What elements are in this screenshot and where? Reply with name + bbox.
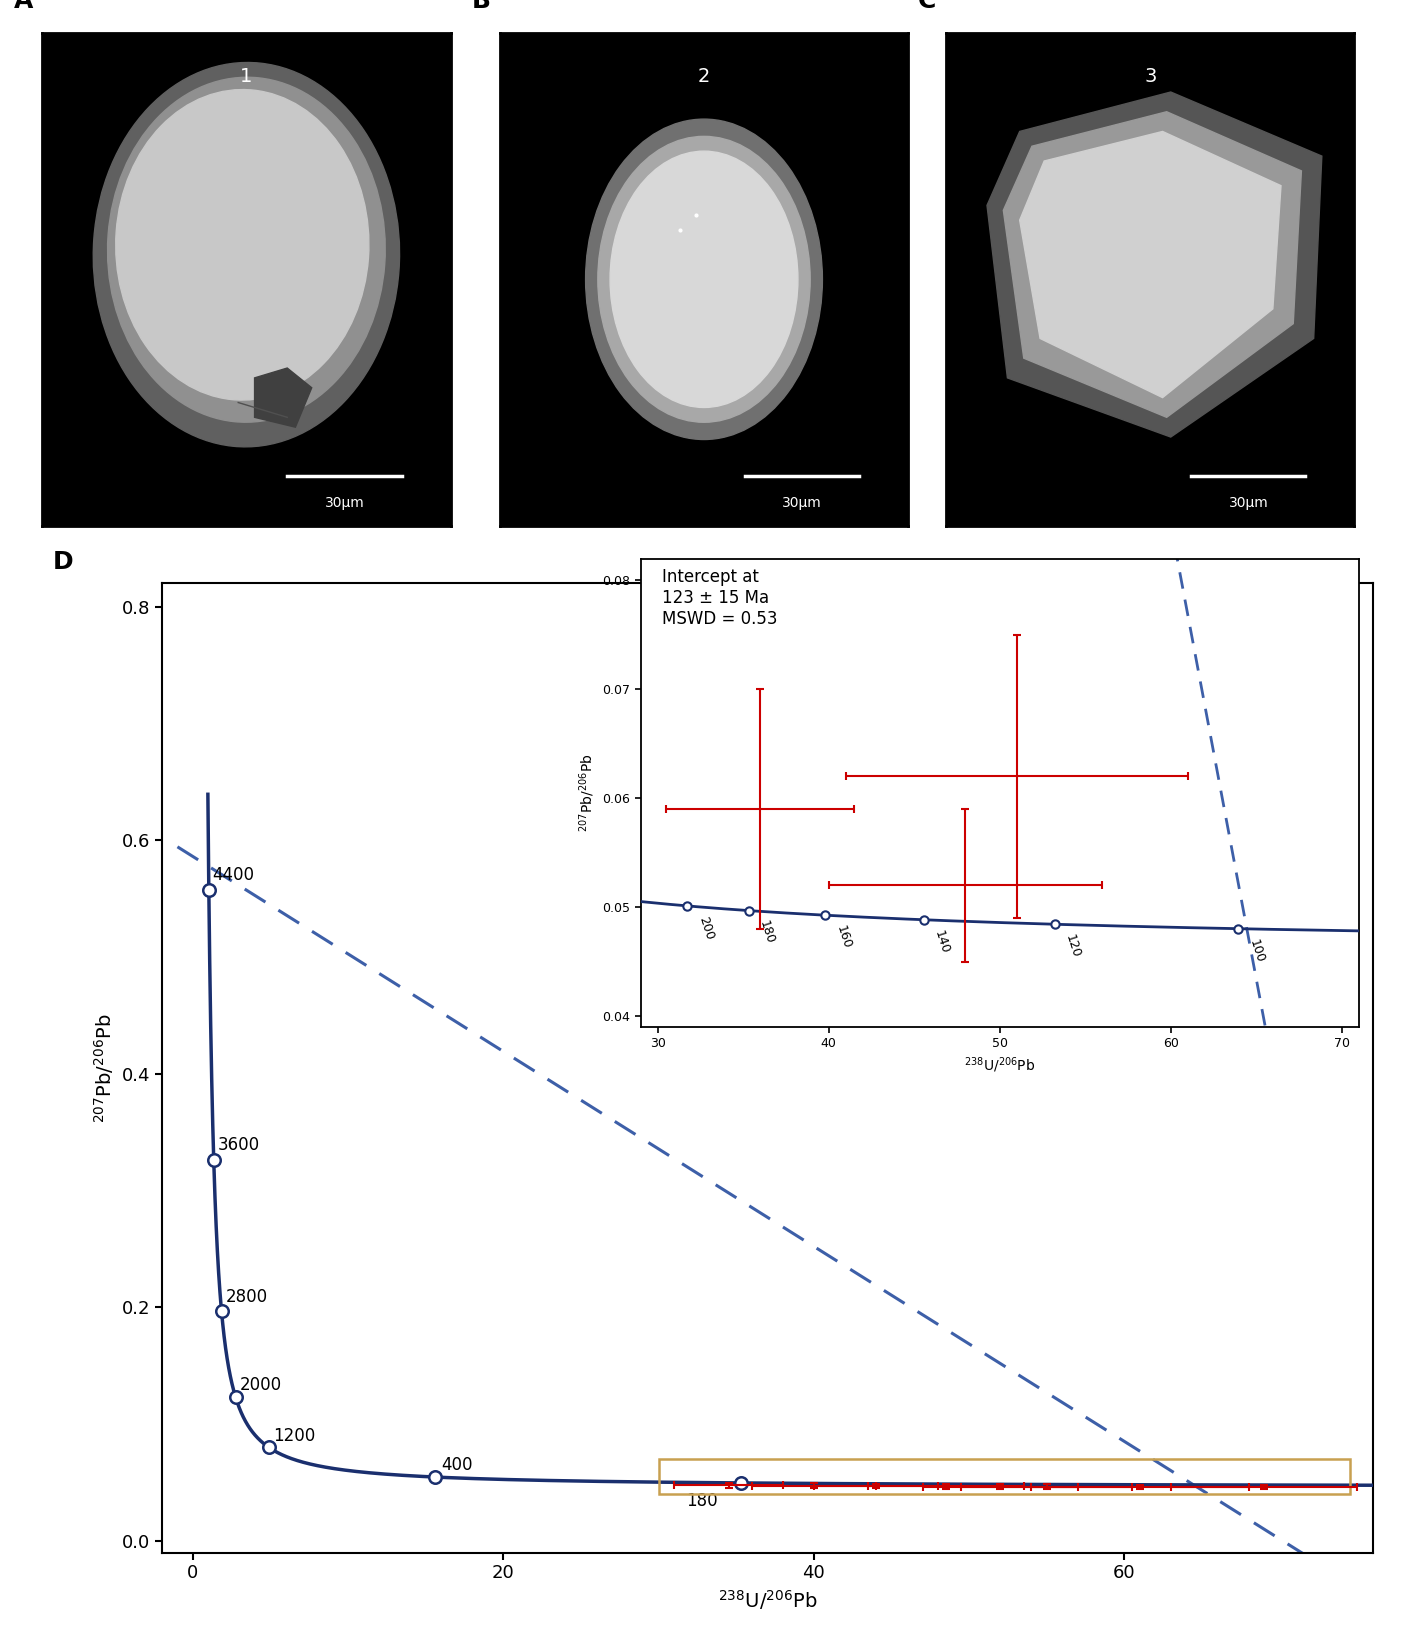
Text: 30μm: 30μm: [1228, 496, 1269, 511]
Text: 180: 180: [686, 1492, 718, 1510]
Text: 30μm: 30μm: [781, 496, 822, 511]
Y-axis label: $^{207}$Pb/$^{206}$Pb: $^{207}$Pb/$^{206}$Pb: [92, 1014, 115, 1122]
Text: D: D: [54, 549, 73, 573]
Text: 160: 160: [834, 923, 853, 951]
Text: 200: 200: [696, 915, 715, 941]
Text: 120: 120: [1063, 933, 1083, 960]
Text: 400: 400: [442, 1456, 473, 1474]
Text: 2800: 2800: [225, 1288, 268, 1306]
Text: 140: 140: [932, 928, 952, 955]
Text: 1200: 1200: [273, 1428, 315, 1446]
Text: Intercept at
123 ± 15 Ma
MSWD = 0.53: Intercept at 123 ± 15 Ma MSWD = 0.53: [662, 568, 777, 628]
Bar: [659, 1459, 1349, 1493]
Text: 2: 2: [698, 67, 710, 87]
Text: A: A: [14, 0, 32, 13]
Text: 4400: 4400: [213, 866, 255, 884]
Text: 2000: 2000: [239, 1375, 282, 1393]
Ellipse shape: [107, 77, 386, 422]
Text: C: C: [918, 0, 936, 13]
Y-axis label: $^{207}$Pb/$^{206}$Pb: $^{207}$Pb/$^{206}$Pb: [577, 754, 597, 831]
Ellipse shape: [93, 62, 400, 447]
X-axis label: $^{238}$U/$^{206}$Pb: $^{238}$U/$^{206}$Pb: [718, 1589, 817, 1612]
Polygon shape: [255, 368, 311, 427]
Text: 30μm: 30μm: [324, 496, 365, 511]
Polygon shape: [1004, 112, 1301, 417]
Polygon shape: [1019, 131, 1281, 398]
Text: B: B: [472, 0, 490, 13]
Ellipse shape: [598, 136, 810, 422]
Polygon shape: [987, 92, 1322, 437]
Text: 180: 180: [758, 920, 777, 946]
Ellipse shape: [115, 90, 369, 399]
Text: 3: 3: [1145, 67, 1156, 87]
X-axis label: $^{238}$U/$^{206}$Pb: $^{238}$U/$^{206}$Pb: [964, 1056, 1035, 1076]
Text: 1: 1: [241, 67, 252, 87]
Text: 100: 100: [1247, 938, 1267, 964]
Text: 3600: 3600: [218, 1135, 259, 1153]
Ellipse shape: [586, 120, 822, 439]
Ellipse shape: [610, 151, 798, 407]
